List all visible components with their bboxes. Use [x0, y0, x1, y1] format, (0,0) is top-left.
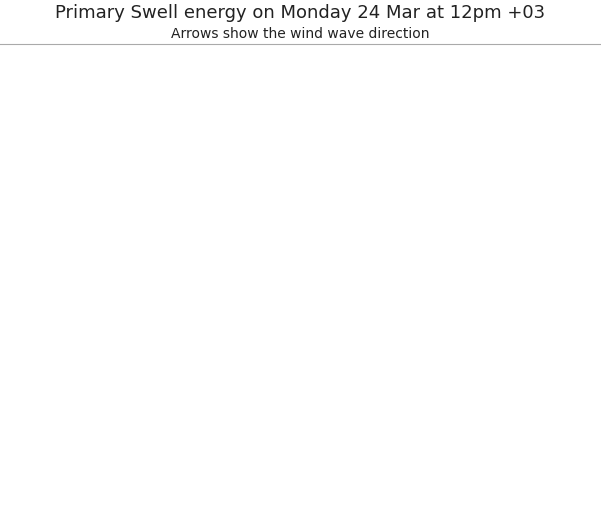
- Text: Primary Swell energy on Monday 24 Mar at 12pm +03: Primary Swell energy on Monday 24 Mar at…: [55, 4, 546, 22]
- Text: Arrows show the wind wave direction: Arrows show the wind wave direction: [171, 27, 430, 41]
- Text: cartopy not available: cartopy not available: [197, 268, 404, 287]
